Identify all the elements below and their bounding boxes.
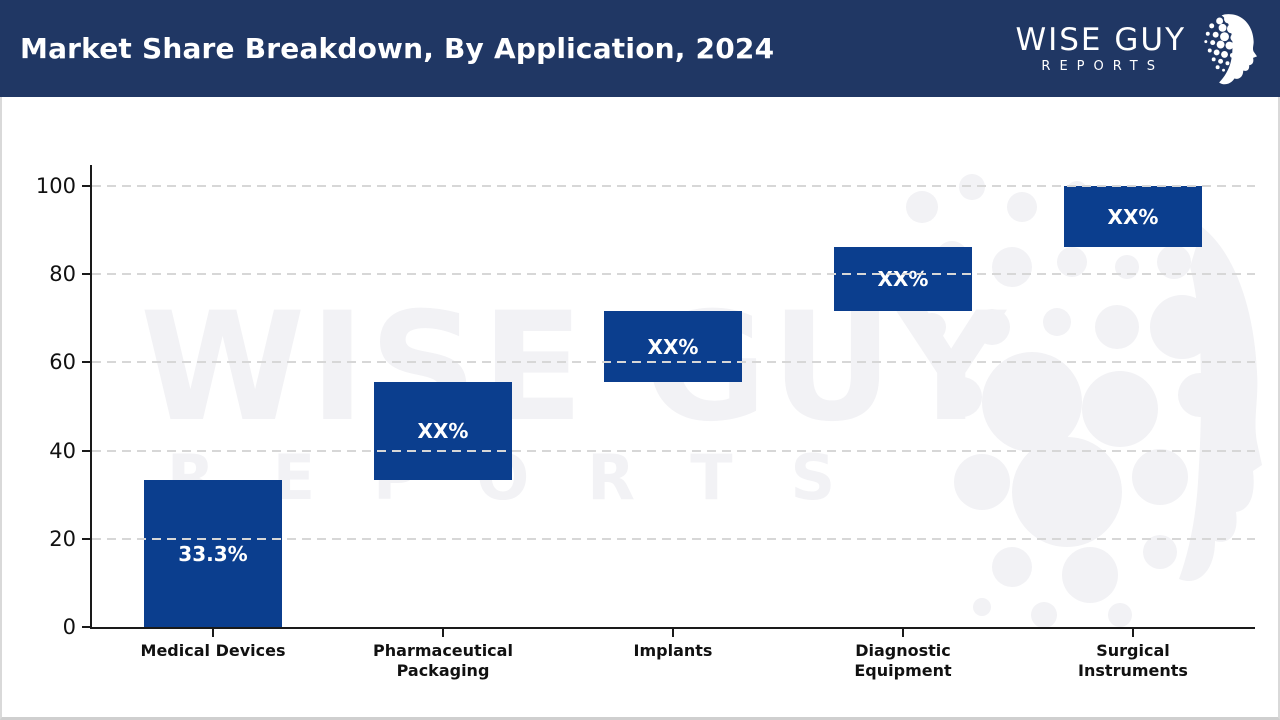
gridline <box>92 449 1255 452</box>
gridline <box>92 537 1255 540</box>
x-tick <box>1132 629 1134 637</box>
y-tick-label: 100 <box>35 174 76 198</box>
x-tick <box>442 629 444 637</box>
x-tick <box>902 629 904 637</box>
y-tick-label: 20 <box>49 526 76 551</box>
bar-value-label: XX% <box>877 267 929 292</box>
bar-value-label: XX% <box>647 334 699 359</box>
gridline <box>92 273 1255 276</box>
y-tick <box>82 185 90 187</box>
header-bar: Market Share Breakdown, By Application, … <box>0 0 1280 97</box>
x-category-label: Pharmaceutical Packaging <box>333 641 553 681</box>
logo-name: WISE GUY <box>1015 21 1186 58</box>
x-category-label-line: Pharmaceutical <box>373 641 513 660</box>
watermark-head-icon <box>892 174 1262 628</box>
gridline <box>92 185 1255 187</box>
y-tick <box>82 273 90 276</box>
logo-subtitle: REPORTS <box>1041 58 1165 74</box>
y-tick-label: 60 <box>49 350 76 375</box>
gridline <box>92 361 1255 364</box>
bar-implants: XX% <box>604 310 742 383</box>
bar-pharmaceutical-packaging: XX% <box>374 382 512 481</box>
y-tick <box>82 449 90 452</box>
x-category-label-line: Equipment <box>854 661 952 680</box>
wise-guy-logo: WISE GUY REPORTS <box>1015 10 1258 88</box>
bar-value-label: XX% <box>417 419 469 444</box>
x-category-label: Surgical Instruments <box>1023 641 1243 681</box>
y-tick <box>82 626 90 628</box>
y-tick-label: 80 <box>49 262 76 287</box>
y-tick <box>82 361 90 364</box>
x-category-label: Diagnostic Equipment <box>793 641 1013 681</box>
y-tick-label: 40 <box>49 438 76 463</box>
logo-text: WISE GUY REPORTS <box>1015 21 1186 74</box>
x-category-label-line: Medical Devices <box>140 641 286 660</box>
y-axis-line <box>90 165 92 629</box>
bar-value-label: 33.3% <box>178 541 248 566</box>
bar-surgical-instruments: XX% <box>1064 186 1202 248</box>
x-category-label: Medical Devices <box>103 641 323 661</box>
x-tick <box>212 629 214 637</box>
x-category-label: Implants <box>563 641 783 661</box>
y-tick <box>82 537 90 540</box>
watermark-text: WISE GUY <box>140 281 1010 455</box>
x-category-label-line: Implants <box>633 641 713 660</box>
x-tick <box>672 629 674 637</box>
x-axis-line <box>90 627 1255 629</box>
x-category-label-line: Surgical <box>1096 641 1170 660</box>
bar-medical-devices: 33.3% <box>144 480 282 627</box>
y-tick-label: 0 <box>62 615 76 639</box>
x-category-label-line: Packaging <box>396 661 490 680</box>
x-category-label-line: Instruments <box>1078 661 1188 680</box>
bar-value-label: XX% <box>1107 204 1159 229</box>
chart-canvas: WISE GUY REPORTS 33.3% XX% XX% XX% XX% 0 20 40 6… <box>0 97 1280 720</box>
x-category-label-line: Diagnostic <box>855 641 951 660</box>
bar-diagnostic-equipment: XX% <box>834 247 972 311</box>
dotted-head-icon <box>1204 13 1258 84</box>
page-title: Market Share Breakdown, By Application, … <box>20 32 775 65</box>
